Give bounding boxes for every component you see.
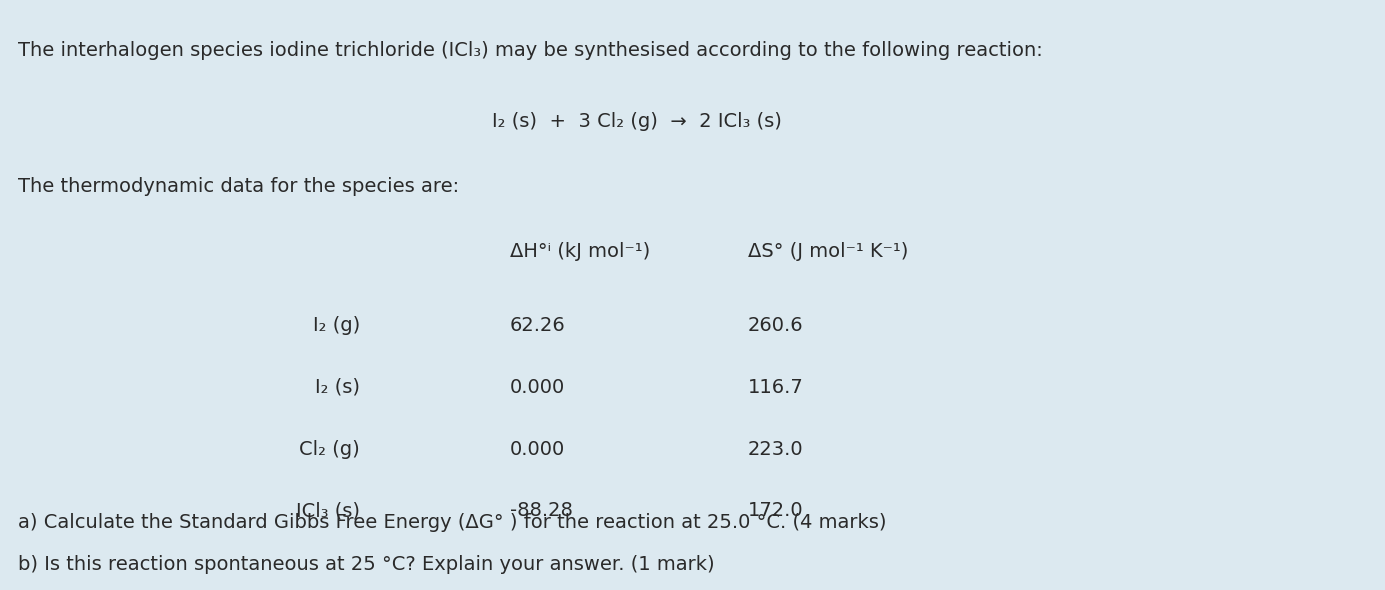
- Text: ICl₃ (s): ICl₃ (s): [296, 502, 360, 520]
- Text: I₂ (g): I₂ (g): [313, 316, 360, 335]
- Text: -88.28: -88.28: [510, 502, 572, 520]
- Text: ΔS° (J mol⁻¹ K⁻¹): ΔS° (J mol⁻¹ K⁻¹): [748, 242, 909, 261]
- Text: 116.7: 116.7: [748, 378, 803, 396]
- Text: 260.6: 260.6: [748, 316, 803, 335]
- Text: 62.26: 62.26: [510, 316, 565, 335]
- Text: 223.0: 223.0: [748, 440, 803, 458]
- Text: Cl₂ (g): Cl₂ (g): [299, 440, 360, 458]
- Text: a) Calculate the Standard Gibbs Free Energy (ΔG° ) for the reaction at 25.0 °C. : a) Calculate the Standard Gibbs Free Ene…: [18, 513, 886, 532]
- Text: I₂ (s): I₂ (s): [316, 378, 360, 396]
- Text: b) Is this reaction spontaneous at 25 °C? Explain your answer. (1 mark): b) Is this reaction spontaneous at 25 °C…: [18, 555, 715, 573]
- Text: 0.000: 0.000: [510, 378, 565, 396]
- Text: I₂ (s)  +  3 Cl₂ (g)  →  2 ICl₃ (s): I₂ (s) + 3 Cl₂ (g) → 2 ICl₃ (s): [492, 112, 781, 131]
- Text: ΔH°ⁱ (kJ mol⁻¹): ΔH°ⁱ (kJ mol⁻¹): [510, 242, 650, 261]
- Text: 172.0: 172.0: [748, 502, 803, 520]
- Text: 0.000: 0.000: [510, 440, 565, 458]
- Text: The interhalogen species iodine trichloride (ICl₃) may be synthesised according : The interhalogen species iodine trichlor…: [18, 41, 1043, 60]
- Text: The thermodynamic data for the species are:: The thermodynamic data for the species a…: [18, 177, 458, 196]
